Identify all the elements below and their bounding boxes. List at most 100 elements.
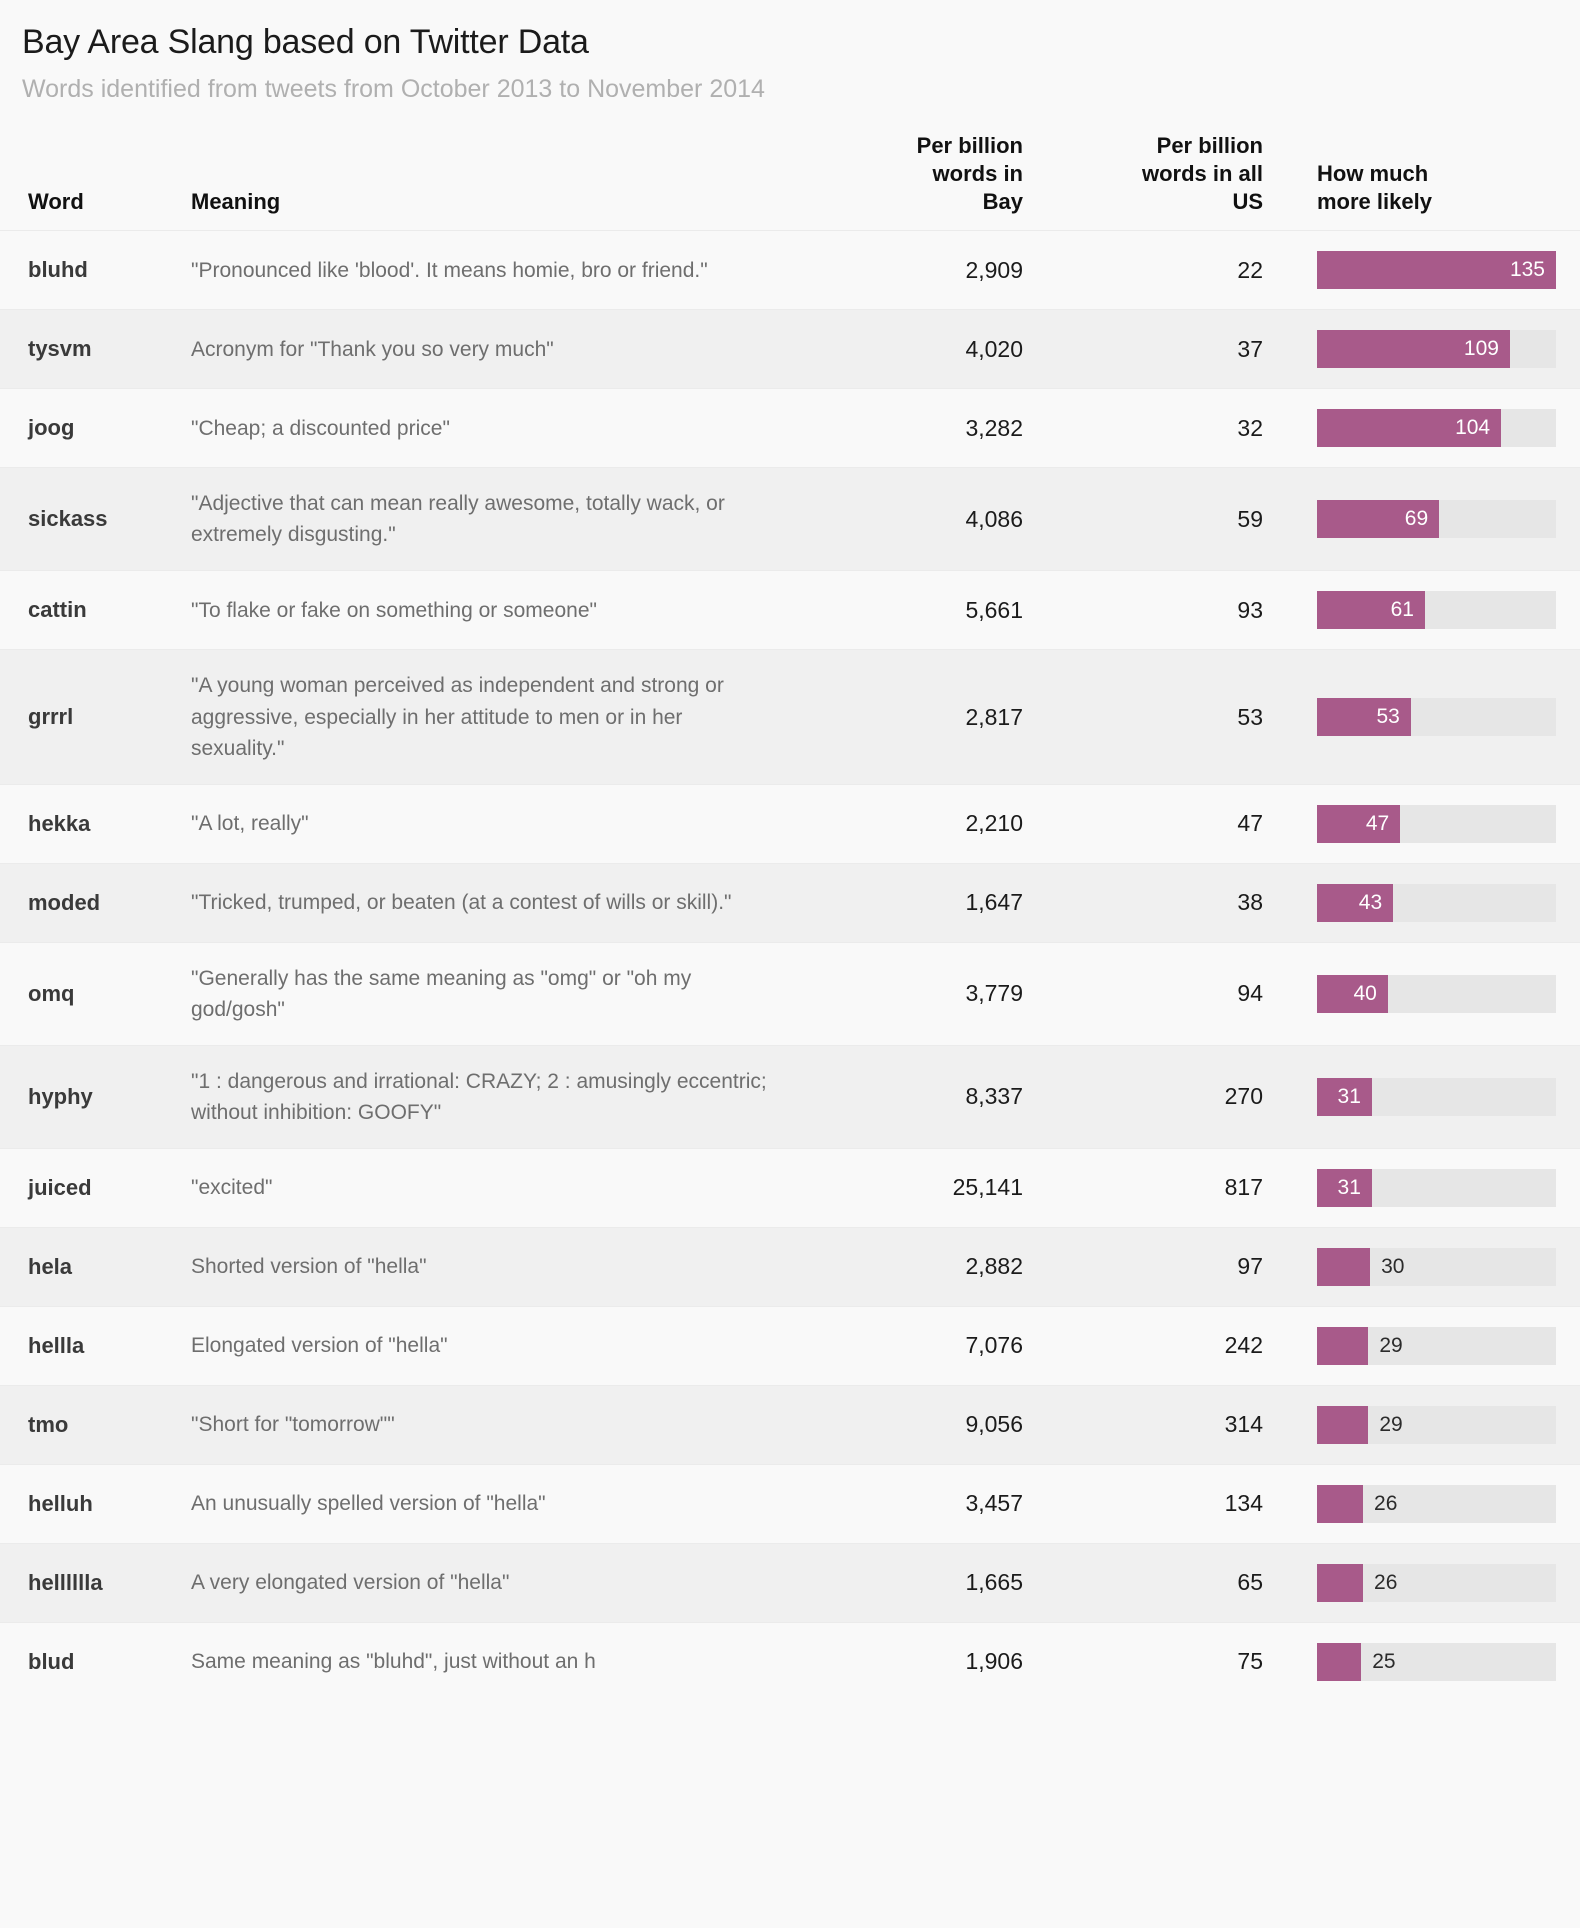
table-row: joog "Cheap; a discounted price" 3,282 32 10… bbox=[0, 388, 1580, 468]
cell-word: tmo bbox=[28, 1411, 69, 1437]
cell-meaning: "Cheap; a discounted price" bbox=[191, 416, 450, 440]
bar-track: 29 bbox=[1317, 1405, 1556, 1444]
cell-meaning: "To flake or fake on something or someon… bbox=[191, 598, 597, 622]
cell-likelihood-bar: 30 bbox=[1295, 1227, 1580, 1306]
table-row: tysvm Acronym for "Thank you so very much… bbox=[0, 309, 1580, 389]
bar-fill bbox=[1317, 1405, 1369, 1444]
table-row: omq "Generally has the same meaning as "o… bbox=[0, 942, 1580, 1046]
column-header-bay-line1: Per billion bbox=[916, 132, 1023, 158]
cell-us-per-billion: 47 bbox=[1237, 810, 1263, 837]
cell-bay-per-billion: 1,665 bbox=[965, 1569, 1023, 1596]
bar-value-label: 31 bbox=[1337, 1084, 1361, 1108]
table-header-row: Word Meaning Per billion words in Bay Pe… bbox=[0, 132, 1580, 231]
column-header-bay-line3: Bay bbox=[982, 189, 1023, 215]
cell-bay-per-billion: 9,056 bbox=[965, 1411, 1023, 1438]
cell-word: blud bbox=[28, 1648, 75, 1674]
cell-meaning: "excited" bbox=[191, 1176, 273, 1200]
table-row: grrrl "A young woman perceived as indepen… bbox=[0, 649, 1580, 785]
cell-likelihood-bar: 26 bbox=[1295, 1543, 1580, 1622]
cell-likelihood-bar: 25 bbox=[1295, 1622, 1580, 1701]
column-header-bay[interactable]: Per billion words in Bay bbox=[795, 132, 1055, 231]
bar-value-label: 26 bbox=[1374, 1570, 1398, 1594]
cell-meaning: "A young woman perceived as independent … bbox=[191, 674, 724, 760]
cell-meaning: "Pronounced like 'blood'. It means homie… bbox=[191, 258, 708, 282]
bar-track: 30 bbox=[1317, 1247, 1556, 1286]
bar-fill bbox=[1317, 1484, 1364, 1523]
cell-meaning: "Adjective that can mean really awesome,… bbox=[191, 492, 725, 547]
column-header-us-line2: words in all bbox=[1141, 160, 1263, 186]
bar-track: 40 bbox=[1317, 974, 1556, 1013]
cell-likelihood-bar: 29 bbox=[1295, 1385, 1580, 1464]
bar-value-label: 43 bbox=[1358, 890, 1383, 914]
cell-meaning: "Generally has the same meaning as "omg"… bbox=[191, 966, 692, 1021]
cell-us-per-billion: 75 bbox=[1237, 1648, 1263, 1675]
page-subtitle: Words identified from tweets from Octobe… bbox=[22, 74, 765, 103]
column-header-likely[interactable]: How much more likely bbox=[1295, 132, 1580, 231]
bar-track: 47 bbox=[1317, 804, 1556, 843]
bar-fill bbox=[1317, 1642, 1362, 1681]
cell-bay-per-billion: 7,076 bbox=[965, 1332, 1023, 1359]
cell-word: omq bbox=[28, 980, 75, 1006]
bar-value-label: 69 bbox=[1404, 507, 1429, 531]
bar-value-label: 30 bbox=[1381, 1254, 1405, 1278]
bar-track: 26 bbox=[1317, 1484, 1556, 1523]
cell-us-per-billion: 65 bbox=[1237, 1569, 1263, 1596]
bar-fill bbox=[1317, 500, 1440, 539]
cell-bay-per-billion: 2,817 bbox=[965, 703, 1023, 730]
column-header-likely-line2: more likely bbox=[1317, 189, 1432, 215]
table-row: helllllla A very elongated version of "he… bbox=[0, 1543, 1580, 1623]
cell-likelihood-bar: 47 bbox=[1295, 784, 1580, 863]
cell-bay-per-billion: 3,779 bbox=[965, 980, 1023, 1007]
bar-fill bbox=[1317, 1168, 1372, 1207]
cell-likelihood-bar: 31 bbox=[1295, 1045, 1580, 1148]
bar-value-label: 31 bbox=[1337, 1175, 1361, 1199]
slang-table: Word Meaning Per billion words in Bay Pe… bbox=[0, 132, 1580, 1701]
cell-meaning: Acronym for "Thank you so very much" bbox=[191, 337, 554, 361]
cell-likelihood-bar: 26 bbox=[1295, 1464, 1580, 1543]
cell-word: helllllla bbox=[28, 1569, 103, 1595]
cell-us-per-billion: 134 bbox=[1224, 1490, 1263, 1517]
table-row: hellla Elongated version of "hella" 7,076 2… bbox=[0, 1306, 1580, 1386]
cell-word: hellla bbox=[28, 1332, 85, 1358]
column-header-word[interactable]: Word bbox=[0, 132, 155, 231]
cell-likelihood-bar: 29 bbox=[1295, 1306, 1580, 1385]
cell-us-per-billion: 37 bbox=[1237, 335, 1263, 362]
bar-track: 31 bbox=[1317, 1168, 1556, 1207]
cell-us-per-billion: 94 bbox=[1237, 980, 1263, 1007]
cell-meaning: "Short for "tomorrow"" bbox=[191, 1413, 395, 1437]
header: Bay Area Slang based on Twitter Data Wor… bbox=[0, 0, 1580, 104]
cell-likelihood-bar: 69 bbox=[1295, 468, 1580, 571]
column-header-meaning-label: Meaning bbox=[191, 189, 281, 215]
cell-meaning: Same meaning as "bluhd", just without an… bbox=[191, 1650, 596, 1674]
bar-value-label: 47 bbox=[1365, 811, 1390, 835]
cell-likelihood-bar: 53 bbox=[1295, 650, 1580, 784]
table-row: moded "Tricked, trumped, or beaten (at a … bbox=[0, 863, 1580, 943]
cell-us-per-billion: 242 bbox=[1224, 1332, 1263, 1359]
cell-meaning: "A lot, really" bbox=[191, 812, 309, 836]
cell-bay-per-billion: 3,457 bbox=[965, 1490, 1023, 1517]
bar-fill bbox=[1317, 330, 1510, 369]
cell-word: hekka bbox=[28, 810, 91, 836]
bar-fill bbox=[1317, 883, 1394, 922]
cell-us-per-billion: 314 bbox=[1224, 1411, 1263, 1438]
bar-value-label: 53 bbox=[1376, 705, 1400, 729]
cell-us-per-billion: 22 bbox=[1237, 256, 1263, 283]
table-header: Word Meaning Per billion words in Bay Pe… bbox=[0, 132, 1580, 231]
bar-track: 26 bbox=[1317, 1563, 1556, 1602]
cell-bay-per-billion: 2,882 bbox=[965, 1253, 1023, 1280]
cell-bay-per-billion: 2,909 bbox=[965, 256, 1023, 283]
column-header-us-line3: US bbox=[1232, 189, 1263, 215]
cell-word: bluhd bbox=[28, 257, 88, 283]
bar-fill bbox=[1317, 1247, 1371, 1286]
bar-track: 43 bbox=[1317, 883, 1556, 922]
cell-likelihood-bar: 31 bbox=[1295, 1148, 1580, 1227]
column-header-us[interactable]: Per billion words in all US bbox=[1055, 132, 1295, 231]
cell-us-per-billion: 53 bbox=[1237, 703, 1263, 730]
bar-value-label: 29 bbox=[1379, 1412, 1403, 1436]
column-header-meaning[interactable]: Meaning bbox=[155, 132, 795, 231]
column-header-us-line1: Per billion bbox=[1156, 132, 1263, 158]
column-header-bay-line2: words in bbox=[932, 160, 1023, 186]
cell-word: cattin bbox=[28, 597, 87, 623]
cell-us-per-billion: 270 bbox=[1224, 1083, 1263, 1110]
bar-fill bbox=[1317, 1326, 1369, 1365]
